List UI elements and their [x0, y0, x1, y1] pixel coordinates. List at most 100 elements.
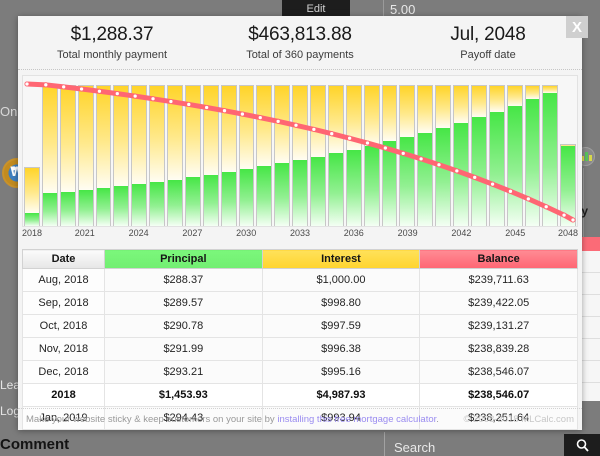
comment-heading: Comment — [0, 436, 70, 453]
chart-x-axis: 2018 2021 2024 2027 2030 2033 2036 2039 2042 2045… — [22, 227, 578, 243]
cell-date: Oct, 2018 — [22, 314, 105, 338]
bar-segment-interest — [42, 85, 57, 194]
bar-segment-principal — [400, 137, 415, 226]
bar-segment-principal — [114, 186, 129, 226]
bar-segment-principal — [364, 145, 379, 226]
bar-segment-principal — [525, 99, 540, 226]
table-row: Dec, 2018 $293.21 $995.16 $238,546.07 — [22, 360, 578, 384]
chart-bar — [488, 80, 505, 226]
x-tick-label: 2045 — [505, 228, 526, 238]
summary-value: $1,288.37 — [70, 24, 154, 45]
footer-copyright: © 2008-2018 MLCalc.com — [463, 414, 575, 425]
column-header-interest[interactable]: Interest — [261, 249, 421, 269]
x-tick-label: 2033 — [289, 228, 311, 238]
chart-bar — [77, 80, 94, 226]
cell-principal: $294.43 — [104, 406, 263, 430]
interest-rate-value[interactable]: 5.00 — [390, 1, 416, 17]
bar-segment-principal — [132, 184, 147, 226]
bar-segment-principal — [382, 141, 397, 226]
column-header-date[interactable]: Date — [22, 249, 105, 269]
chart-plot-area — [23, 80, 577, 226]
close-icon[interactable]: X — [566, 16, 588, 38]
table-body: Aug, 2018 $288.37 $1,000.00 $239,711.63 Sep,… — [22, 268, 578, 430]
table-row: Sep, 2018 $289.57 $998.80 $239,422.05 — [22, 291, 578, 315]
bar-segment-principal — [471, 117, 486, 226]
cell-principal: $288.37 — [104, 268, 263, 292]
cell-balance: $238,839.28 — [419, 337, 578, 361]
bar-segment-interest — [525, 85, 540, 100]
x-tick-label: 2036 — [343, 228, 364, 238]
table-header-row: Date Principal Interest Balance — [22, 249, 578, 269]
chart-bar — [131, 80, 148, 226]
chart-bar — [220, 80, 237, 226]
chart-bar — [167, 80, 183, 226]
bar-segment-principal — [257, 166, 272, 226]
amortization-table: Date Principal Interest Balance Aug, 201… — [22, 249, 578, 430]
chart-bar — [470, 80, 487, 226]
bar-segment-interest — [489, 85, 504, 112]
column-header-principal[interactable]: Principal — [104, 249, 263, 269]
x-tick-label: 2018 — [21, 228, 43, 238]
background-nav-text-on: On — [0, 104, 18, 119]
bar-segment-principal — [221, 172, 236, 226]
chart-bar — [59, 80, 76, 226]
bar-segment-interest — [418, 85, 433, 133]
background-nav-text-learn: Lea — [0, 378, 21, 392]
cell-interest: $995.16 — [261, 360, 421, 384]
bar-segment-interest — [543, 85, 558, 93]
table-row: Oct, 2018 $290.78 $997.59 $239,131.27 — [22, 314, 578, 338]
edit-button[interactable]: Edit — [282, 0, 350, 17]
summary-row: $1,288.37 Total monthly payment $463,813… — [18, 16, 582, 70]
summary-value: Jul, 2048 — [450, 24, 526, 45]
cell-interest: $998.80 — [261, 291, 421, 315]
bar-segment-interest — [239, 85, 254, 170]
chart-bar — [184, 80, 201, 226]
cell-date: Nov, 2018 — [22, 337, 105, 361]
footer-text-before: Make your website sticky & keep customer… — [26, 414, 278, 425]
cell-balance: $238,251.64 — [419, 406, 578, 430]
cell-principal: $289.57 — [104, 291, 263, 315]
cell-interest: $1,000.00 — [261, 268, 421, 292]
column-header-balance[interactable]: Balance — [419, 249, 578, 269]
mortgage-calculator-link[interactable]: installing this free mortgage calculator — [277, 414, 437, 425]
modal-footer: Make your website sticky & keep customer… — [18, 408, 582, 430]
cell-date: Jan, 2019 — [22, 406, 105, 430]
bar-segment-principal — [78, 189, 93, 226]
summary-total-payments: $463,813.88 Total of 360 payments — [206, 22, 394, 61]
summary-label: Total monthly payment — [56, 49, 168, 61]
chart-bar — [113, 80, 130, 226]
chart-bar — [560, 80, 577, 226]
bar-segment-interest — [60, 85, 75, 192]
summary-payoff-date: Jul, 2048 Payoff date — [394, 22, 582, 61]
summary-label: Total of 360 payments — [246, 49, 354, 61]
chart-bar — [435, 80, 451, 226]
background-nav-text-log: Log — [0, 404, 21, 418]
bar-segment-interest — [96, 85, 111, 188]
cell-interest: $993.94 — [261, 406, 421, 430]
bar-segment-principal — [561, 146, 576, 226]
bar-segment-interest — [346, 85, 361, 150]
bar-segment-principal — [168, 179, 182, 226]
cell-interest: $996.38 — [261, 337, 421, 361]
background-balance-swatch — [580, 237, 600, 251]
bar-segment-principal — [275, 163, 290, 226]
chart-bar — [41, 80, 58, 226]
bar-segment-principal — [418, 132, 433, 226]
table-row: Nov, 2018 $291.99 $996.38 $238,839.28 — [22, 337, 578, 361]
bar-segment-principal — [293, 160, 307, 226]
search-input[interactable]: Search — [394, 440, 436, 455]
background-table-rows — [580, 251, 600, 401]
bar-segment-interest — [150, 85, 164, 182]
table-head: Date Principal Interest Balance — [22, 249, 578, 269]
bar-segment-principal — [60, 191, 75, 226]
chart-x-tick-labels: 2018 2021 2024 2027 2030 2033 2036 2039 2042 2045… — [22, 227, 578, 243]
bar-segment-principal — [489, 111, 504, 226]
bar-segment-interest — [78, 85, 93, 190]
table-row: Aug, 2018 $288.37 $1,000.00 $239,711.63 — [22, 268, 578, 292]
bar-segment-principal — [42, 193, 57, 226]
bar-segment-interest — [221, 85, 236, 173]
bar-segment-interest — [364, 85, 379, 146]
cell-balance: $238,546.07 — [419, 383, 578, 407]
search-button[interactable] — [564, 434, 600, 456]
bar-segment-principal — [311, 156, 325, 226]
